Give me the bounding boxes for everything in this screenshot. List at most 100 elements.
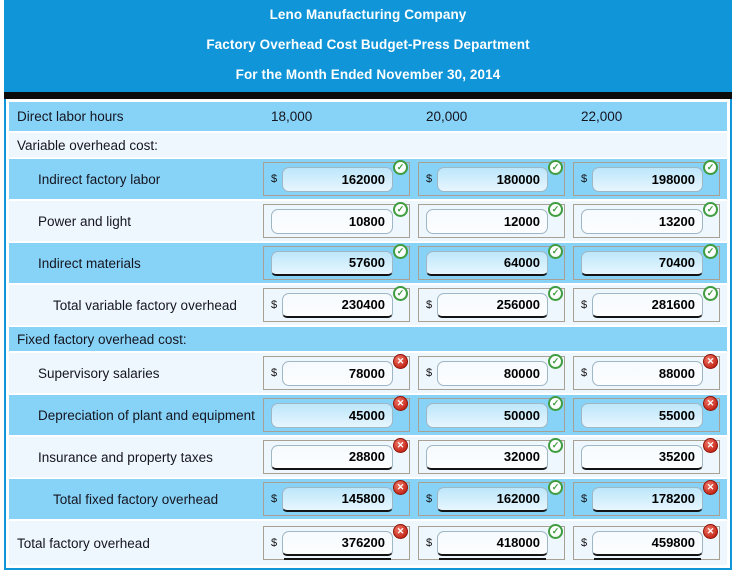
row-label: Supervisory salaries — [38, 365, 160, 381]
amount-input[interactable] — [426, 208, 548, 234]
currency-symbol: $ — [271, 367, 278, 379]
amount-input[interactable] — [581, 402, 703, 428]
incorrect-x-icon: ✕ — [703, 480, 718, 495]
row-label: Depreciation of plant and equipment — [38, 407, 255, 423]
amount-cell: ✓ — [418, 438, 565, 474]
header-separator — [4, 92, 732, 99]
budget-table: Direct labor hours 18,000 20,000 22,000 Vari… — [4, 99, 732, 570]
amount-input-wrap — [437, 166, 548, 192]
budget-row: Supervisory salaries$✕$✓$✕ — [9, 353, 727, 393]
amount-input[interactable] — [282, 292, 393, 318]
row-label: Power and light — [38, 213, 132, 229]
amount-input[interactable] — [592, 360, 703, 386]
amount-cell: $✕ — [263, 524, 410, 560]
column-hours-value: 22,000 — [581, 109, 623, 124]
amount-input[interactable] — [437, 292, 548, 318]
incorrect-x-icon: ✕ — [393, 480, 408, 495]
amount-input[interactable] — [437, 530, 548, 556]
row-label: Insurance and property taxes — [38, 449, 213, 465]
amount-input-wrap — [581, 208, 703, 234]
amount-input-wrap — [426, 250, 548, 276]
amount-cell: $✕ — [263, 480, 410, 516]
amount-cell: $✓ — [418, 160, 565, 196]
amount-input-wrap — [282, 530, 393, 560]
amount-input[interactable] — [271, 208, 393, 234]
amount-input-wrap — [282, 166, 393, 192]
amount-input-wrap — [581, 444, 703, 470]
section-header-row: Fixed factory overhead cost: — [9, 327, 727, 351]
form-title: Factory Overhead Cost Budget-Press Depar… — [206, 37, 530, 52]
currency-symbol: $ — [426, 493, 433, 505]
amount-input[interactable] — [282, 360, 393, 386]
amount-cell: $✓ — [263, 160, 410, 196]
amount-input[interactable] — [437, 166, 548, 192]
amount-input[interactable] — [271, 250, 393, 276]
amount-input[interactable] — [437, 486, 548, 512]
amount-input-wrap — [592, 486, 703, 512]
budget-row: Total fixed factory overhead$✕$✓$✕ — [9, 479, 727, 519]
amount-cell: ✓ — [263, 202, 410, 238]
amount-input-wrap — [282, 360, 393, 386]
amount-input[interactable] — [592, 166, 703, 192]
budget-row: Insurance and property taxes ✕ ✓ ✕ — [9, 437, 727, 477]
amount-input-wrap — [437, 486, 548, 512]
currency-symbol: $ — [271, 299, 278, 311]
amount-cell: ✓ — [573, 202, 720, 238]
amount-input[interactable] — [426, 444, 548, 470]
amount-cell: ✓ — [573, 244, 720, 280]
amount-input[interactable] — [592, 486, 703, 512]
amount-input[interactable] — [282, 486, 393, 512]
amount-input-wrap — [592, 530, 703, 560]
amount-input-wrap — [271, 208, 393, 234]
amount-input-wrap — [426, 208, 548, 234]
amount-input[interactable] — [271, 444, 393, 470]
column-hours-value: 20,000 — [426, 109, 468, 124]
amount-input[interactable] — [581, 444, 703, 470]
currency-symbol: $ — [426, 299, 433, 311]
row-label: Variable overhead cost: — [17, 137, 158, 153]
incorrect-x-icon: ✕ — [393, 524, 408, 539]
amount-input[interactable] — [437, 360, 548, 386]
budget-form-page: Leno Manufacturing Company Factory Overh… — [4, 0, 732, 570]
amount-cell: ✕ — [263, 438, 410, 474]
amount-input[interactable] — [271, 402, 393, 428]
incorrect-x-icon: ✕ — [703, 354, 718, 369]
budget-row: Total factory overhead$✕$✓$✕ — [9, 521, 727, 565]
correct-check-icon: ✓ — [548, 160, 563, 175]
amount-cell: $✕ — [573, 354, 720, 390]
row-label: Total variable factory overhead — [53, 297, 237, 313]
column-hours-value: 18,000 — [271, 109, 313, 124]
currency-symbol: $ — [581, 173, 588, 185]
correct-check-icon: ✓ — [548, 202, 563, 217]
amount-cell: ✕ — [573, 438, 720, 474]
currency-symbol: $ — [271, 173, 278, 185]
currency-symbol: $ — [271, 493, 278, 505]
correct-check-icon: ✓ — [703, 286, 718, 301]
currency-symbol: $ — [426, 367, 433, 379]
amount-input[interactable] — [426, 402, 548, 428]
amount-input-wrap — [581, 402, 703, 428]
amount-cell: $✓ — [573, 286, 720, 322]
amount-input[interactable] — [592, 530, 703, 556]
row-label: Total fixed factory overhead — [53, 491, 219, 507]
amount-input[interactable] — [592, 292, 703, 318]
amount-input-wrap — [592, 166, 703, 192]
correct-check-icon: ✓ — [548, 396, 563, 411]
correct-check-icon: ✓ — [393, 286, 408, 301]
amount-input[interactable] — [282, 530, 393, 556]
amount-input-wrap — [426, 444, 548, 470]
amount-input[interactable] — [282, 166, 393, 192]
amount-cell: $✓ — [573, 160, 720, 196]
currency-symbol: $ — [426, 173, 433, 185]
row-label: Direct labor hours — [17, 109, 124, 124]
company-name: Leno Manufacturing Company — [269, 7, 467, 22]
amount-input[interactable] — [426, 250, 548, 276]
amount-input[interactable] — [581, 250, 703, 276]
amount-input-wrap — [592, 360, 703, 386]
amount-cell: $✓ — [418, 354, 565, 390]
amount-cell: $✓ — [418, 286, 565, 322]
row-label: Indirect materials — [38, 255, 141, 271]
currency-symbol: $ — [581, 493, 588, 505]
amount-input[interactable] — [581, 208, 703, 234]
amount-input-wrap — [282, 486, 393, 512]
